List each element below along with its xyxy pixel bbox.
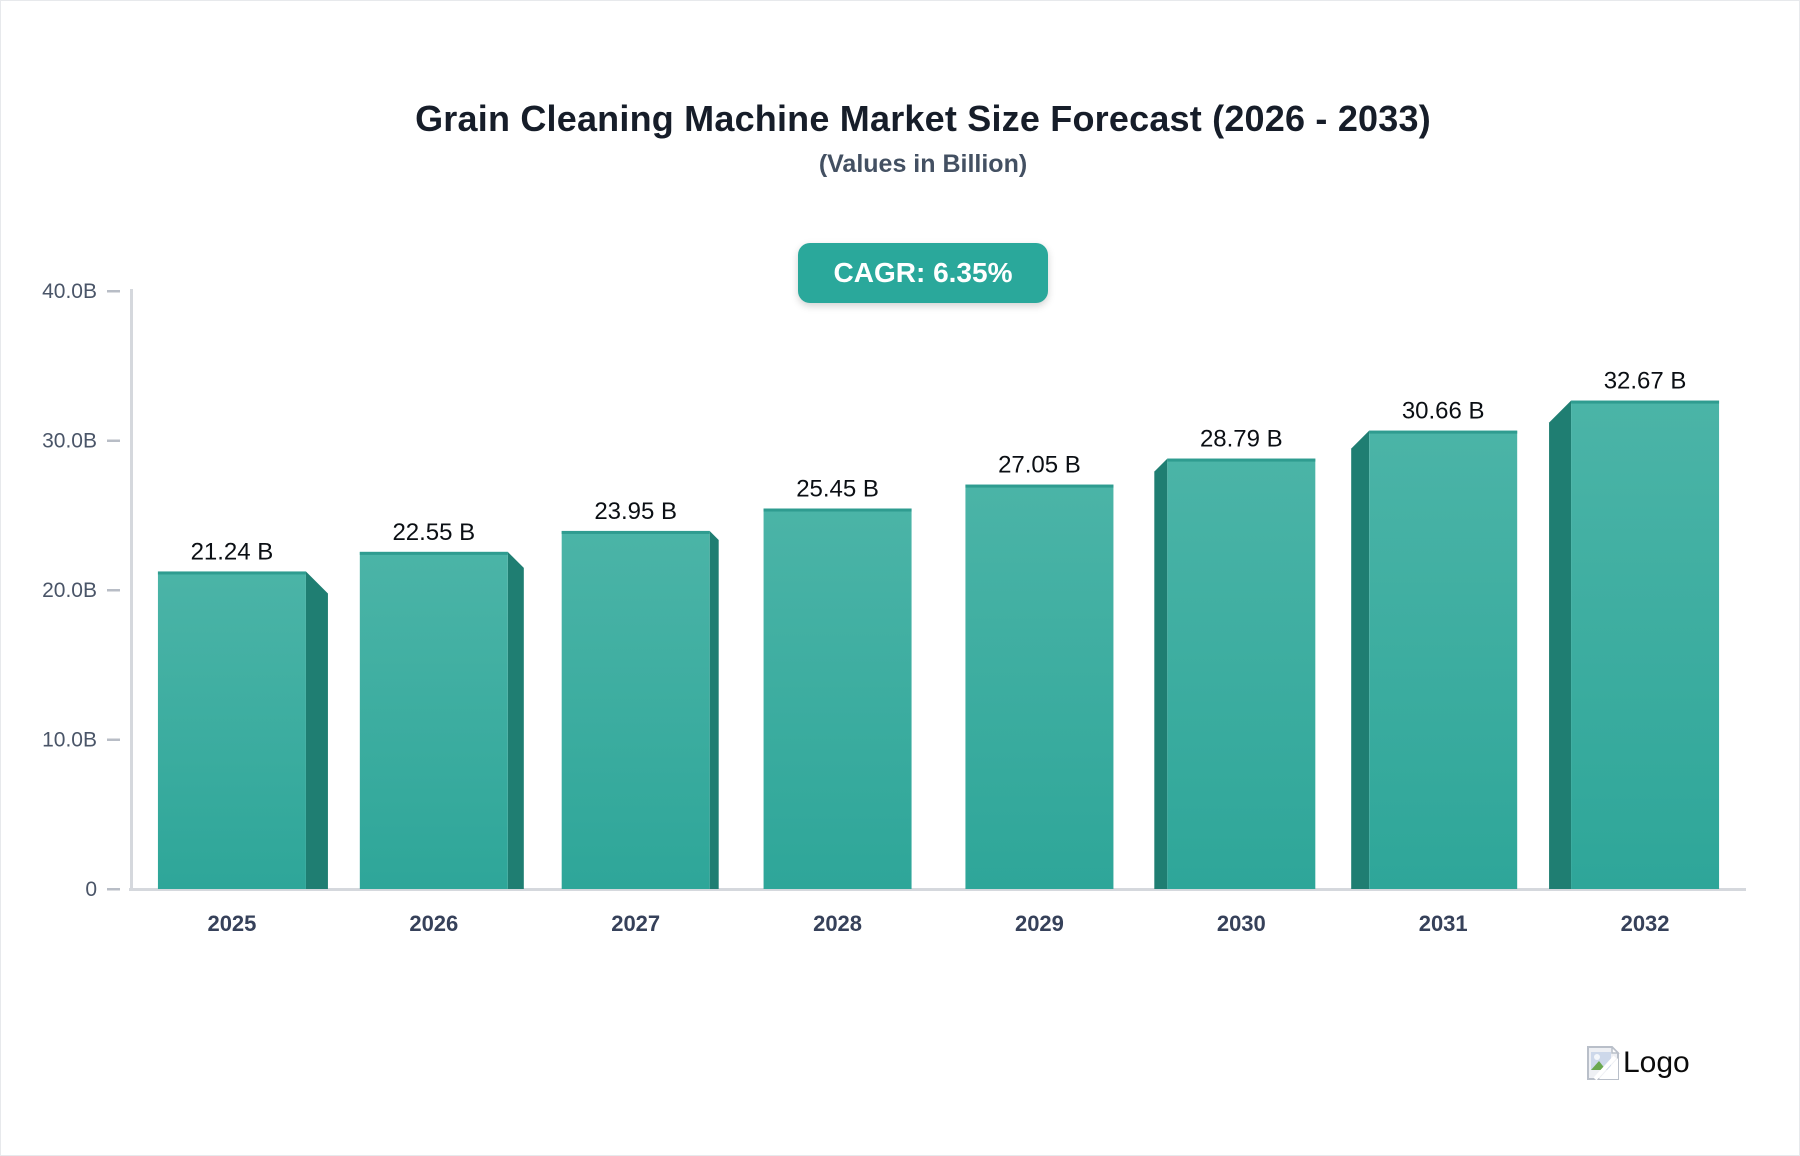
y-axis-label: 20.0B xyxy=(42,579,97,602)
x-axis-label-2032: 2032 xyxy=(1621,911,1670,936)
bar-2029 xyxy=(965,484,1114,889)
bar-2028 xyxy=(763,508,912,889)
bar-value-label-2027: 23.95 B xyxy=(594,498,677,525)
logo: Logo xyxy=(1585,1041,1690,1085)
bar-2032 xyxy=(1571,400,1720,889)
bar-2030 xyxy=(1167,458,1316,889)
chart-title: Grain Cleaning Machine Market Size Forec… xyxy=(415,98,1431,139)
x-axis-label-2026: 2026 xyxy=(409,911,458,936)
bar-top-edge-2032 xyxy=(1571,400,1720,404)
bar-value-label-2025: 21.24 B xyxy=(191,538,274,565)
bar-value-label-2029: 27.05 B xyxy=(998,452,1081,479)
bar-top-edge-2027 xyxy=(561,530,710,534)
x-axis-label-2029: 2029 xyxy=(1015,911,1064,936)
y-axis-label: 10.0B xyxy=(42,729,97,752)
bar-value-label-2028: 25.45 B xyxy=(796,476,879,503)
x-axis-line xyxy=(129,888,1746,891)
bar-side-face-2032 xyxy=(1549,400,1572,889)
broken-image-icon xyxy=(1587,1046,1620,1080)
x-axis-label-2027: 2027 xyxy=(611,911,660,936)
bar-side-face-2030 xyxy=(1154,458,1168,889)
chart-subtitle: (Values in Billion) xyxy=(818,150,1028,178)
bar-side-face-2025 xyxy=(305,571,328,889)
y-axis-label: 0 xyxy=(85,878,97,901)
bar-2027 xyxy=(561,530,710,889)
bar-value-label-2026: 22.55 B xyxy=(392,519,475,546)
y-axis-tick xyxy=(107,290,120,293)
x-axis-label-2031: 2031 xyxy=(1419,911,1468,936)
cagr-badge-row: CAGR: 6.35% xyxy=(47,243,1799,303)
chart-header: Grain Cleaning Machine Market Size Forec… xyxy=(47,1,1799,179)
y-axis-tick xyxy=(107,439,120,442)
bar-top-edge-2025 xyxy=(157,571,306,575)
bar-top-edge-2028 xyxy=(763,508,912,512)
bar-top-edge-2031 xyxy=(1369,430,1518,434)
y-axis-tick xyxy=(107,589,120,592)
y-axis-tick xyxy=(107,888,120,891)
x-axis-label-2028: 2028 xyxy=(813,911,862,936)
bar-top-edge-2026 xyxy=(359,551,508,555)
y-axis-line xyxy=(130,289,133,891)
bar-value-label-2031: 30.66 B xyxy=(1402,398,1485,425)
cagr-badge: CAGR: 6.35% xyxy=(797,243,1049,303)
bar-side-face-2026 xyxy=(507,551,524,889)
bar-2025 xyxy=(157,571,306,889)
logo-alt-text: Logo xyxy=(1623,1046,1690,1079)
y-axis-label: 40.0B xyxy=(42,280,97,303)
bar-top-edge-2030 xyxy=(1167,458,1316,462)
x-axis-label-2025: 2025 xyxy=(207,911,256,936)
bar-value-label-2032: 32.67 B xyxy=(1604,368,1687,395)
y-axis-label: 30.0B xyxy=(42,430,97,453)
y-axis-tick xyxy=(107,738,120,741)
bar-2031 xyxy=(1369,430,1518,889)
bar-value-label-2030: 28.79 B xyxy=(1200,426,1283,453)
x-axis-label-2030: 2030 xyxy=(1217,911,1266,936)
bar-side-face-2031 xyxy=(1351,430,1370,889)
bar-top-edge-2029 xyxy=(965,484,1114,488)
bar-2026 xyxy=(359,551,508,889)
bar-side-face-2027 xyxy=(709,530,719,889)
